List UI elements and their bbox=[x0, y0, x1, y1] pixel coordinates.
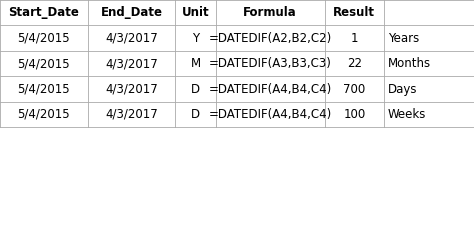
Text: =DATEDIF(A2,B2,C2): =DATEDIF(A2,B2,C2) bbox=[209, 32, 332, 45]
Text: 4/3/2017: 4/3/2017 bbox=[105, 32, 158, 45]
Text: Formula: Formula bbox=[243, 6, 297, 19]
Text: Difference Between Two Dates: Difference Between Two Dates bbox=[77, 182, 397, 200]
Text: =DATEDIF(A4,B4,C4): =DATEDIF(A4,B4,C4) bbox=[209, 108, 332, 121]
Text: 700: 700 bbox=[343, 82, 365, 96]
Text: End_Date: End_Date bbox=[100, 6, 163, 19]
Text: Days: Days bbox=[388, 82, 417, 96]
Text: =DATEDIF(A3,B3,C3): =DATEDIF(A3,B3,C3) bbox=[209, 57, 332, 70]
Text: D: D bbox=[191, 108, 200, 121]
Text: Unit: Unit bbox=[182, 6, 210, 19]
Text: 22: 22 bbox=[347, 57, 362, 70]
Text: 5/4/2015: 5/4/2015 bbox=[18, 57, 70, 70]
Text: M: M bbox=[191, 57, 201, 70]
Text: 1: 1 bbox=[351, 32, 358, 45]
Text: 4/3/2017: 4/3/2017 bbox=[105, 108, 158, 121]
Text: Months: Months bbox=[388, 57, 431, 70]
Text: How To Calculate The: How To Calculate The bbox=[123, 142, 351, 160]
Text: 5/4/2015: 5/4/2015 bbox=[18, 82, 70, 96]
Text: in Excel: in Excel bbox=[195, 223, 279, 240]
Text: =DATEDIF(A4,B4,C4): =DATEDIF(A4,B4,C4) bbox=[209, 82, 332, 96]
Text: Weeks: Weeks bbox=[388, 108, 426, 121]
Text: Y: Y bbox=[192, 32, 199, 45]
Text: 4/3/2017: 4/3/2017 bbox=[105, 57, 158, 70]
Text: 100: 100 bbox=[343, 108, 365, 121]
Text: 4/3/2017: 4/3/2017 bbox=[105, 82, 158, 96]
Text: 5/4/2015: 5/4/2015 bbox=[18, 32, 70, 45]
Text: 5/4/2015: 5/4/2015 bbox=[18, 108, 70, 121]
Text: D: D bbox=[191, 82, 200, 96]
Text: Result: Result bbox=[333, 6, 375, 19]
Text: Start_Date: Start_Date bbox=[9, 6, 79, 19]
Text: Years: Years bbox=[388, 32, 419, 45]
